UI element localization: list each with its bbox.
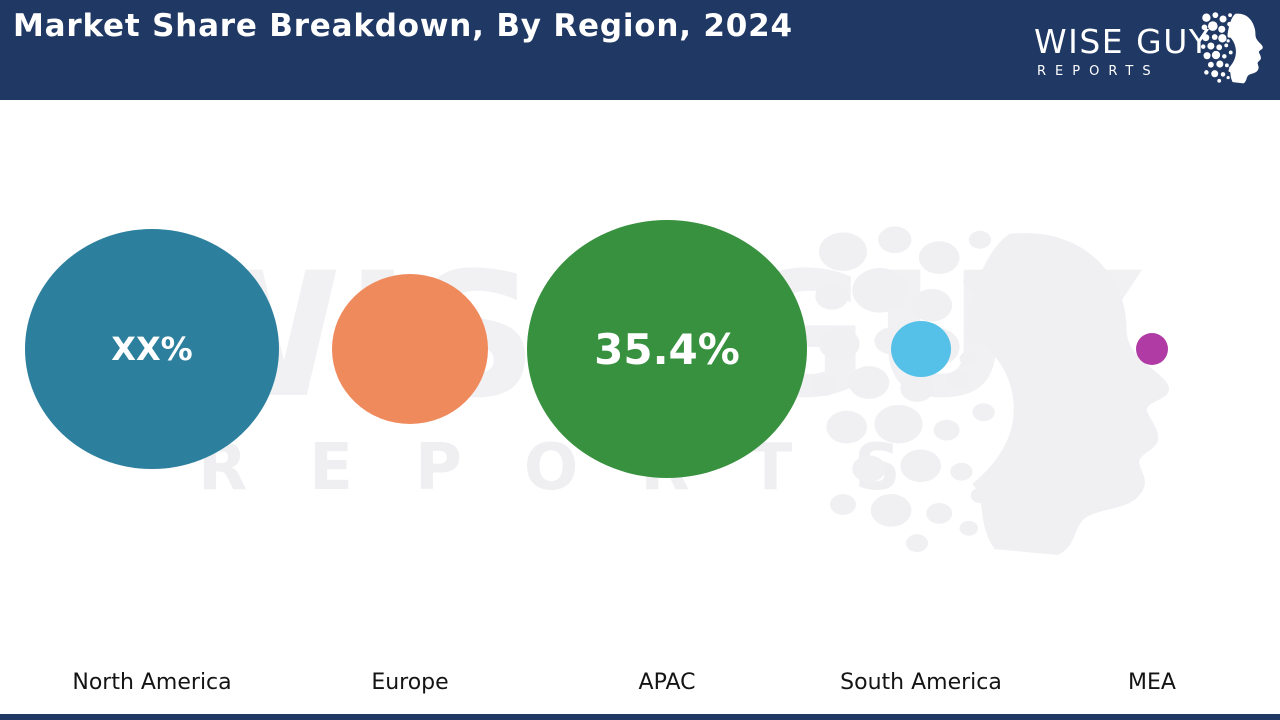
wiseguy-head-icon <box>811 226 1170 556</box>
bubble-value-apac: 35.4% <box>594 324 740 374</box>
category-label-europe: Europe <box>371 670 449 695</box>
bubble-value-north-america: XX% <box>111 330 193 368</box>
watermark-reports-text: REPORTS <box>198 431 963 505</box>
brand-subname: REPORTS <box>1037 64 1160 79</box>
bubble-mea <box>1136 333 1168 365</box>
category-label-north-america: North America <box>72 670 232 695</box>
category-label-apac: APAC <box>638 670 696 695</box>
brand-name: WISE GUY <box>1034 22 1211 61</box>
brand-logo: WISE GUY REPORTS <box>1028 4 1266 96</box>
footer-bar <box>0 714 1280 720</box>
category-label-mea: MEA <box>1128 670 1176 695</box>
category-label-south-america: South America <box>840 670 1002 695</box>
wiseguy-head-icon <box>1200 12 1263 84</box>
bubble-south-america <box>891 321 951 377</box>
page-title: Market Share Breakdown, By Region, 2024 <box>13 8 793 44</box>
bubble-chart: WISE GUY REPORTS XX%North AmericaEurope3… <box>0 100 1280 714</box>
brand-logo-text: WISE GUY REPORTS <box>1034 22 1211 79</box>
bubble-apac: 35.4% <box>527 220 807 478</box>
bubble-europe <box>332 274 488 424</box>
header-bar: Market Share Breakdown, By Region, 2024 … <box>0 0 1280 100</box>
bubble-north-america: XX% <box>25 229 279 469</box>
